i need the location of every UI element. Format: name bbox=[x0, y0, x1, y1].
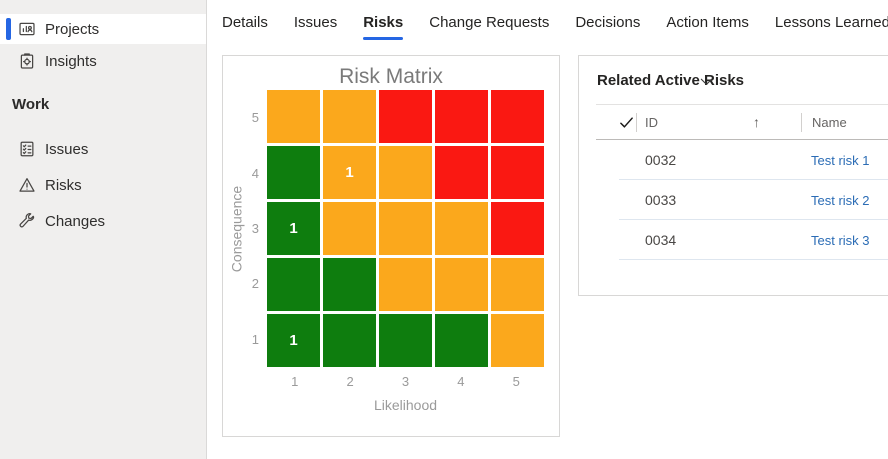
sidebar-item-risks[interactable]: Risks bbox=[0, 170, 206, 200]
sidebar-section-work: Work bbox=[12, 96, 50, 113]
header-separator bbox=[596, 104, 888, 105]
matrix-cell-green[interactable] bbox=[379, 314, 432, 367]
changes-icon bbox=[18, 212, 36, 230]
matrix-cell-green[interactable] bbox=[323, 258, 376, 311]
table-body: 0032 Test risk 1 0033 Test risk 2 0034 T… bbox=[579, 140, 888, 260]
projects-icon bbox=[18, 20, 36, 38]
sidebar-item-label: Projects bbox=[45, 21, 100, 38]
select-all-check-icon[interactable] bbox=[619, 115, 634, 130]
issues-icon bbox=[18, 140, 36, 158]
matrix-cell-green[interactable] bbox=[435, 314, 488, 367]
x-tick: 2 bbox=[346, 374, 354, 389]
risk-name-link[interactable]: Test risk 3 bbox=[811, 233, 870, 248]
sidebar: Projects Insights Work Issues Risks Changes bbox=[0, 0, 207, 459]
tab-issues[interactable]: Issues bbox=[293, 14, 338, 31]
sidebar-item-issues[interactable]: Issues bbox=[0, 134, 206, 164]
tab-bar: Details Issues Risks Change Requests Decisio… bbox=[222, 0, 888, 45]
table-row[interactable]: 0032 Test risk 1 bbox=[579, 140, 888, 180]
insights-icon bbox=[18, 52, 36, 70]
matrix-cell-red[interactable] bbox=[491, 90, 544, 143]
matrix-cell-orange[interactable] bbox=[435, 258, 488, 311]
sidebar-item-label: Risks bbox=[45, 177, 82, 194]
matrix-cell-red[interactable] bbox=[435, 90, 488, 143]
matrix-cell-orange[interactable] bbox=[379, 258, 432, 311]
risk-name-link[interactable]: Test risk 2 bbox=[811, 193, 870, 208]
y-tick: 4 bbox=[251, 165, 259, 181]
chevron-down-icon[interactable] bbox=[699, 75, 714, 90]
table-header-underline bbox=[596, 139, 888, 140]
y-tick: 2 bbox=[251, 276, 259, 292]
sidebar-item-label: Changes bbox=[45, 213, 106, 230]
table-header: ID ↑ Name bbox=[579, 106, 888, 139]
x-tick: 1 bbox=[291, 374, 299, 389]
sidebar-item-insights[interactable]: Insights bbox=[0, 46, 206, 76]
risk-id: 0033 bbox=[645, 192, 677, 208]
related-risks-title: Related Active Risks bbox=[597, 72, 745, 89]
column-divider bbox=[636, 113, 637, 132]
tab-action-items[interactable]: Action Items bbox=[666, 14, 749, 31]
risk-name-link[interactable]: Test risk 1 bbox=[811, 153, 870, 168]
matrix-cell-orange[interactable] bbox=[379, 146, 432, 199]
tab-lessons-learned[interactable]: Lessons Learned bbox=[774, 14, 888, 31]
matrix-cell-orange[interactable] bbox=[491, 314, 544, 367]
matrix-cell-orange[interactable] bbox=[267, 90, 320, 143]
matrix-cell-red[interactable] bbox=[379, 90, 432, 143]
matrix-cell-red[interactable] bbox=[491, 146, 544, 199]
y-tick: 1 bbox=[251, 331, 259, 347]
sidebar-item-changes[interactable]: Changes bbox=[0, 206, 206, 236]
matrix-cell-orange[interactable] bbox=[379, 202, 432, 255]
y-tick: 5 bbox=[251, 110, 259, 126]
column-header-id[interactable]: ID bbox=[645, 115, 658, 130]
tab-risks[interactable]: Risks bbox=[363, 14, 404, 40]
risk-id: 0032 bbox=[645, 152, 677, 168]
related-risks-panel: Related Active Risks ID ↑ Name 0032 Test… bbox=[578, 55, 888, 296]
sidebar-item-label: Issues bbox=[45, 141, 89, 158]
risk-id: 0034 bbox=[645, 232, 677, 248]
matrix-cell-red[interactable] bbox=[491, 202, 544, 255]
chart-title: Risk Matrix bbox=[339, 65, 443, 88]
risks-icon bbox=[18, 176, 36, 194]
x-tick: 3 bbox=[401, 374, 410, 389]
sort-ascending-icon[interactable]: ↑ bbox=[753, 114, 760, 130]
matrix-cell-green[interactable]: 1 bbox=[267, 202, 320, 255]
table-row[interactable]: 0034 Test risk 3 bbox=[579, 220, 888, 260]
y-tick: 3 bbox=[251, 220, 259, 236]
matrix-cell-orange[interactable] bbox=[435, 202, 488, 255]
x-axis-label: Likelihood bbox=[373, 397, 438, 413]
x-tick: 4 bbox=[457, 374, 465, 389]
matrix-cell-green[interactable] bbox=[267, 146, 320, 199]
table-row[interactable]: 0033 Test risk 2 bbox=[579, 180, 888, 220]
sidebar-item-projects[interactable]: Projects bbox=[0, 14, 206, 44]
matrix-cell-orange[interactable] bbox=[491, 258, 544, 311]
x-axis-ticks: 1 2 3 4 5 bbox=[267, 374, 544, 389]
matrix-cell-orange[interactable] bbox=[323, 202, 376, 255]
matrix-cell-green[interactable] bbox=[267, 258, 320, 311]
matrix-cell-orange[interactable] bbox=[323, 90, 376, 143]
sidebar-item-label: Insights bbox=[45, 53, 97, 70]
tab-details[interactable]: Details bbox=[222, 14, 268, 31]
x-tick: 5 bbox=[512, 374, 520, 389]
y-axis-ticks: 5 4 3 2 1 bbox=[237, 90, 259, 367]
matrix-cell-orange[interactable]: 1 bbox=[323, 146, 376, 199]
matrix-cell-green[interactable]: 1 bbox=[267, 314, 320, 367]
column-header-name[interactable]: Name bbox=[812, 115, 847, 130]
column-divider bbox=[801, 113, 802, 132]
matrix-cell-green[interactable] bbox=[323, 314, 376, 367]
tab-change-requests[interactable]: Change Requests bbox=[429, 14, 550, 31]
tab-decisions[interactable]: Decisions bbox=[575, 14, 641, 31]
matrix-cell-red[interactable] bbox=[435, 146, 488, 199]
